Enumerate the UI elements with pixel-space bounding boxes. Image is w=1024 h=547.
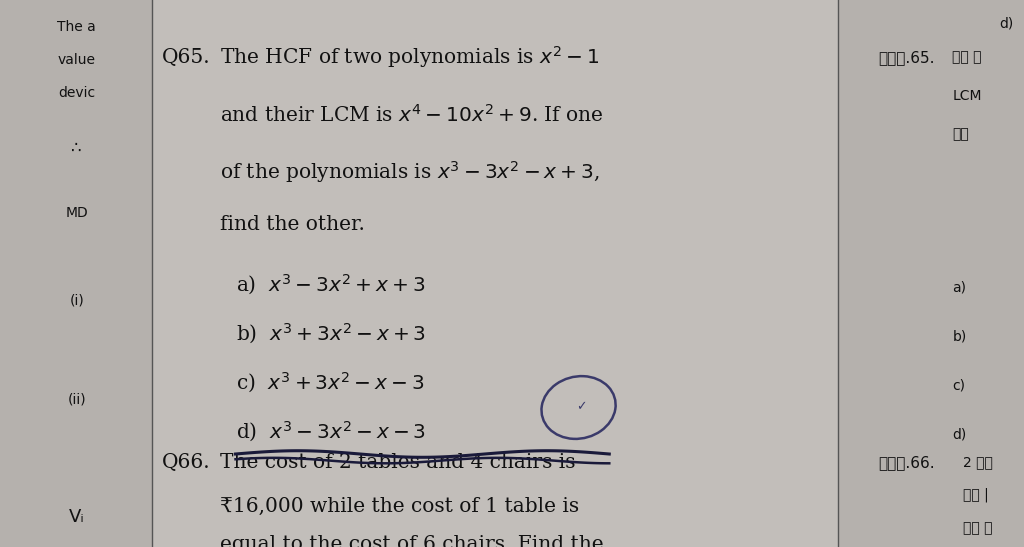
Text: $\checkmark$: $\checkmark$: [577, 399, 587, 412]
Text: equal to the cost of 6 chairs. Find the: equal to the cost of 6 chairs. Find the: [220, 535, 604, 547]
Text: के ब: के ब: [963, 521, 992, 535]
Text: (ii): (ii): [68, 392, 86, 406]
Text: Q65.: Q65.: [162, 48, 210, 67]
Text: प्र.65.: प्र.65.: [879, 50, 935, 65]
Text: The a: The a: [57, 20, 96, 34]
Text: The HCF of two polynomials is $x^2-1$: The HCF of two polynomials is $x^2-1$: [220, 44, 600, 71]
Text: 2 मे: 2 मे: [963, 455, 992, 469]
Text: of the polynomials is $x^3-3x^2-x+3$,: of the polynomials is $x^3-3x^2-x+3$,: [220, 159, 600, 185]
Text: है |: है |: [963, 488, 988, 502]
Bar: [838, 0, 1024, 547]
Text: प्र.66.: प्र.66.: [879, 455, 935, 470]
Text: devic: devic: [58, 86, 95, 100]
Text: c): c): [952, 379, 966, 393]
Text: The cost of 2 tables and 4 chairs is: The cost of 2 tables and 4 chairs is: [220, 453, 575, 472]
Text: value: value: [57, 53, 96, 67]
Text: एक: एक: [952, 127, 969, 141]
Text: c)  $x^3+3x^2-x-3$: c) $x^3+3x^2-x-3$: [236, 371, 424, 395]
Text: d): d): [999, 16, 1014, 31]
Text: MD: MD: [66, 206, 88, 220]
Text: Q66.: Q66.: [162, 453, 210, 472]
Text: d): d): [952, 428, 967, 442]
Text: दो ब: दो ब: [952, 50, 982, 65]
Text: ∴: ∴: [72, 139, 82, 156]
Text: find the other.: find the other.: [220, 215, 365, 234]
Text: b)  $x^3+3x^2-x+3$: b) $x^3+3x^2-x+3$: [236, 322, 426, 346]
Text: b): b): [952, 329, 967, 344]
Text: a): a): [952, 280, 967, 294]
Text: ₹16,000 while the cost of 1 table is: ₹16,000 while the cost of 1 table is: [220, 497, 580, 515]
Text: and their LCM is $x^4-10x^2+9$. If one: and their LCM is $x^4-10x^2+9$. If one: [220, 104, 604, 126]
Bar: [0, 0, 152, 547]
Text: LCM: LCM: [952, 89, 982, 103]
Text: d)  $x^3-3x^2-x-3$: d) $x^3-3x^2-x-3$: [236, 420, 426, 444]
Text: (i): (i): [70, 294, 84, 308]
Text: Vᵢ: Vᵢ: [69, 508, 85, 526]
Text: a)  $x^3-3x^2+x+3$: a) $x^3-3x^2+x+3$: [236, 272, 425, 296]
